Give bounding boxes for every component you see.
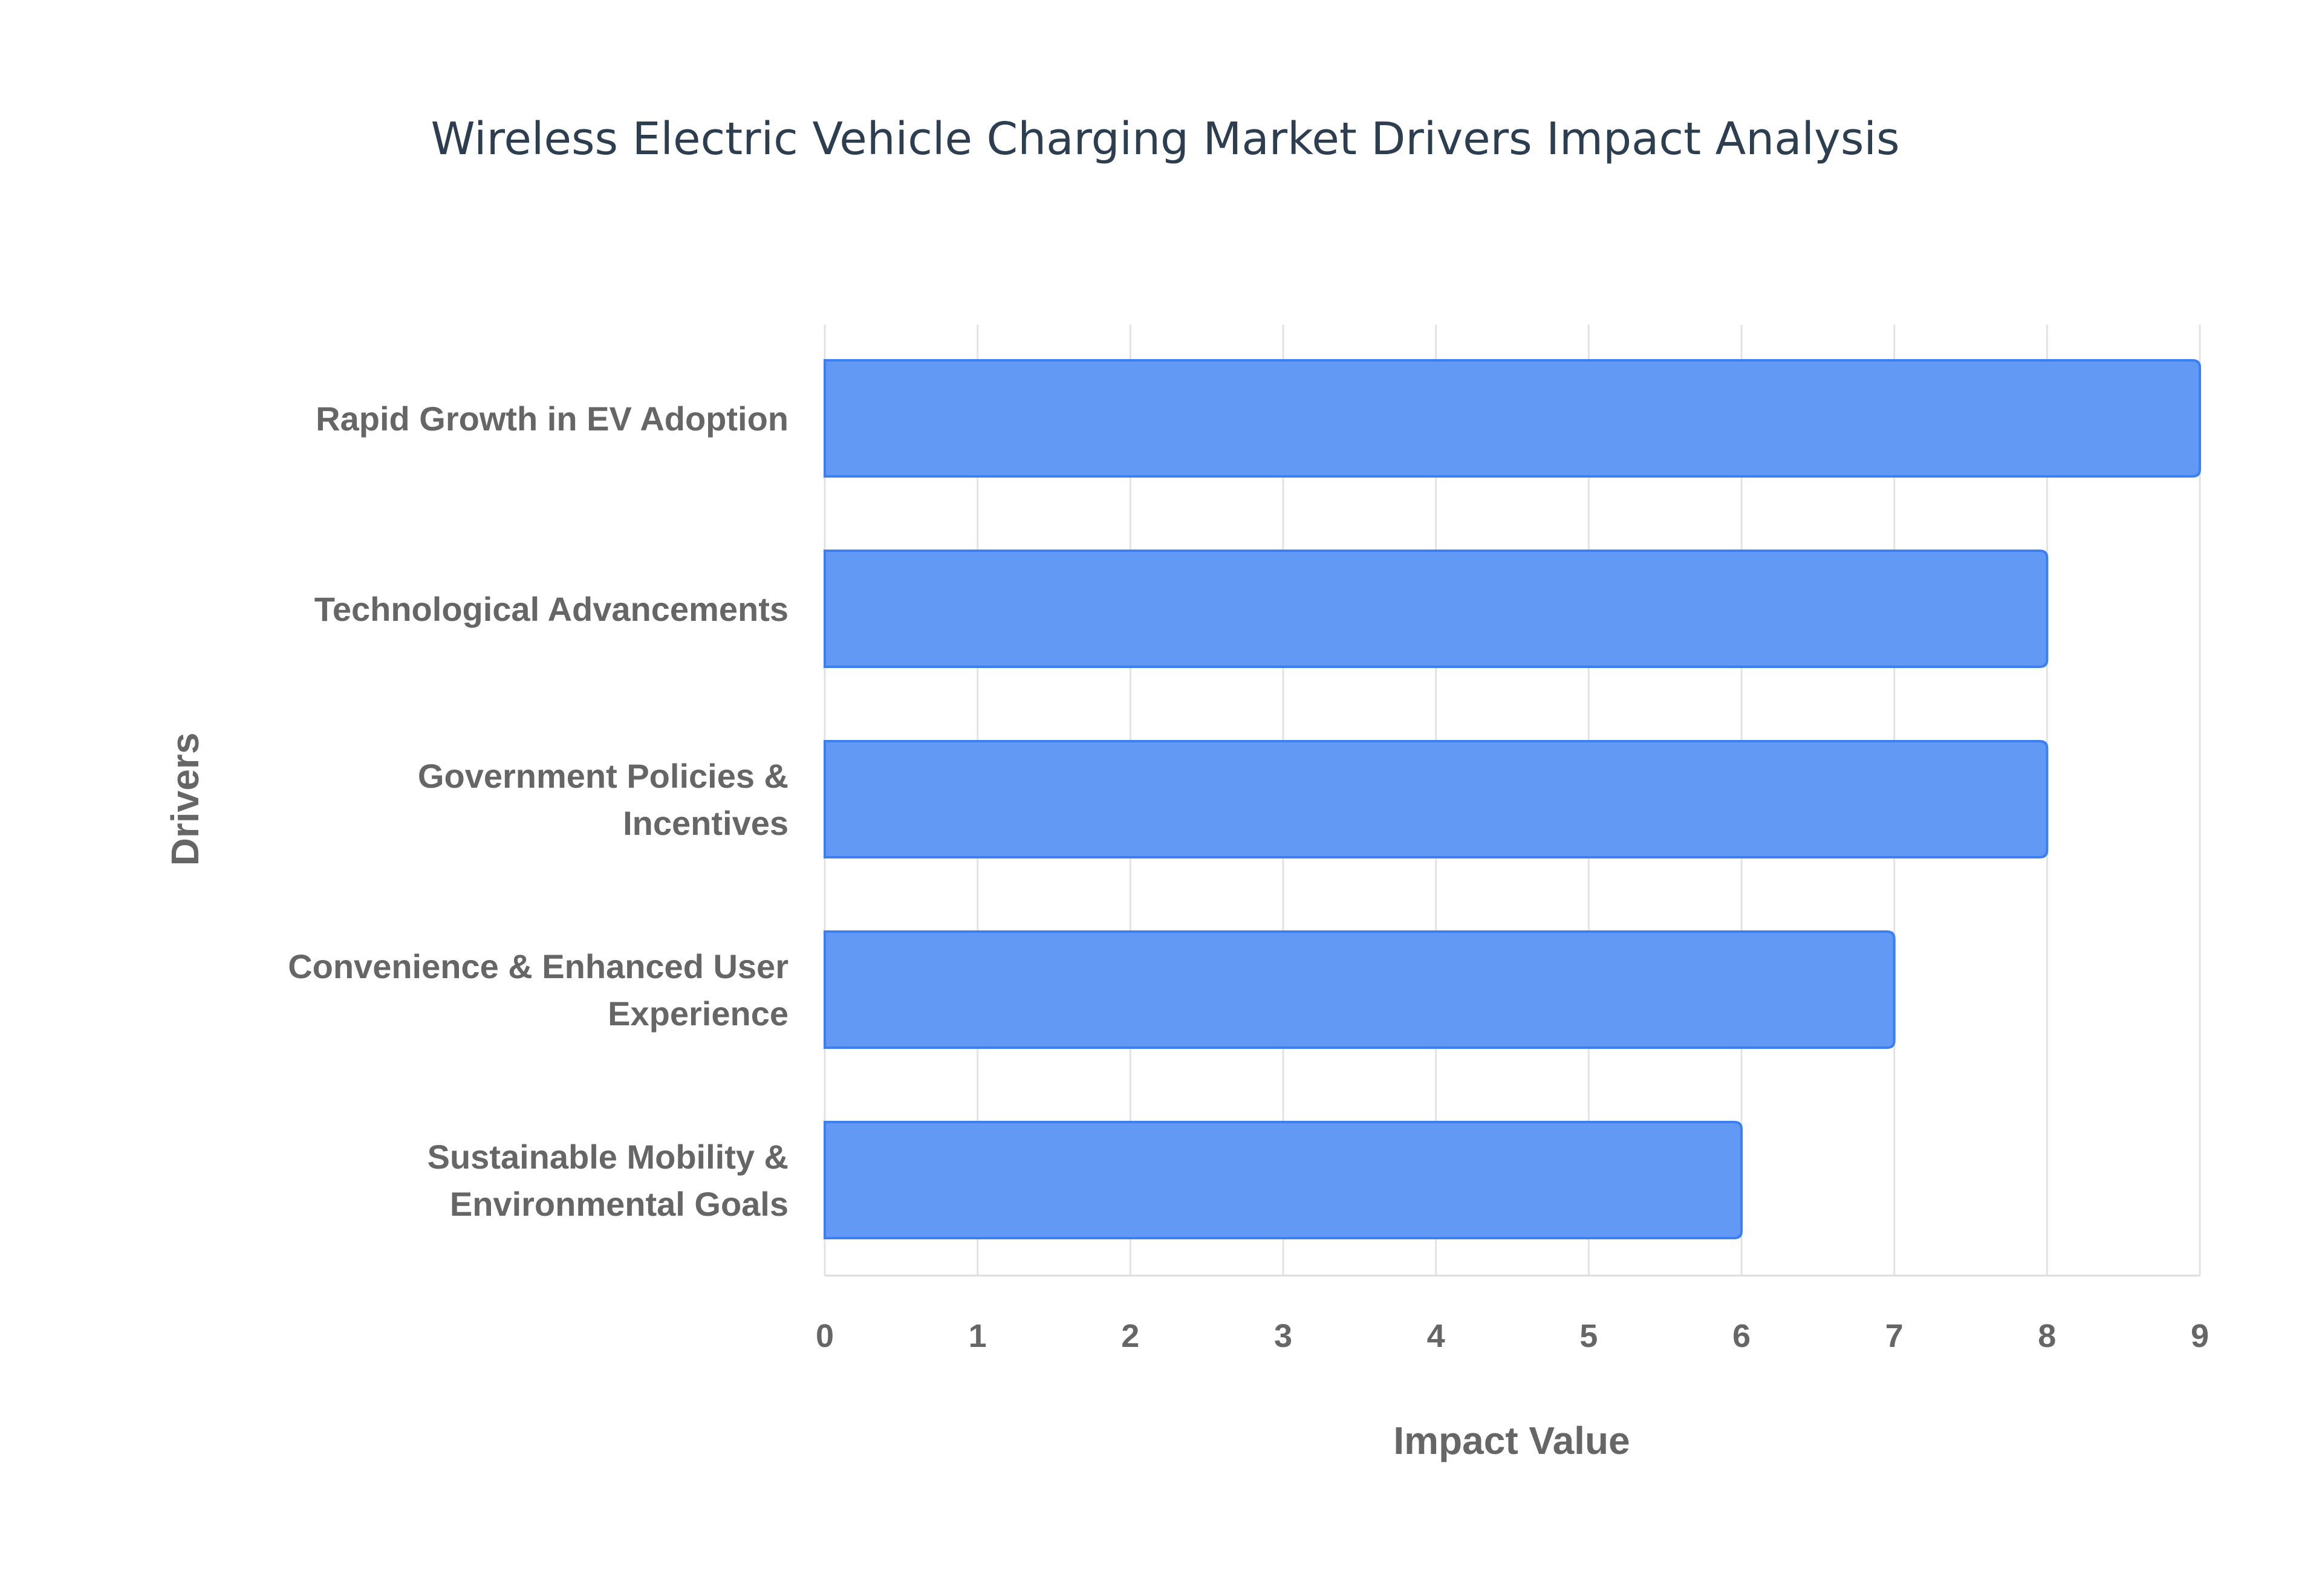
category-label: Experience <box>608 994 789 1033</box>
x-tick-label: 7 <box>1885 1318 1904 1354</box>
bars <box>824 359 2201 1239</box>
bar[interactable] <box>824 930 1896 1049</box>
category-label: Sustainable Mobility & <box>428 1138 789 1176</box>
bar[interactable] <box>824 1121 1743 1239</box>
category-label: Government Policies & <box>418 757 789 795</box>
bar[interactable] <box>824 359 2201 478</box>
x-tick-label: 5 <box>1579 1318 1598 1354</box>
category-label: Convenience & Enhanced User <box>288 947 789 985</box>
category-label: Technological Advancements <box>314 590 789 628</box>
category-label: Rapid Growth in EV Adoption <box>316 400 789 438</box>
y-axis-title: Drivers <box>163 733 207 866</box>
x-tick-label: 9 <box>2191 1318 2209 1354</box>
chart-title: Wireless Electric Vehicle Charging Marke… <box>431 113 1899 165</box>
category-label: Environmental Goals <box>450 1185 789 1223</box>
bar[interactable] <box>824 740 2049 858</box>
bar[interactable] <box>824 550 2049 668</box>
x-tick-label: 4 <box>1427 1318 1445 1354</box>
x-tick-label: 2 <box>1121 1318 1139 1354</box>
x-axis-title: Impact Value <box>1393 1419 1630 1462</box>
x-tick-label: 0 <box>816 1318 834 1354</box>
category-label: Incentives <box>623 804 789 842</box>
x-tick-labels: 0 1 2 3 4 5 6 7 8 9 <box>816 1318 2209 1354</box>
category-labels: Rapid Growth in EV Adoption Technological… <box>288 400 789 1223</box>
x-tick-label: 8 <box>2038 1318 2056 1354</box>
x-tick-label: 3 <box>1274 1318 1292 1354</box>
x-tick-label: 6 <box>1732 1318 1751 1354</box>
x-tick-label: 1 <box>969 1318 987 1354</box>
